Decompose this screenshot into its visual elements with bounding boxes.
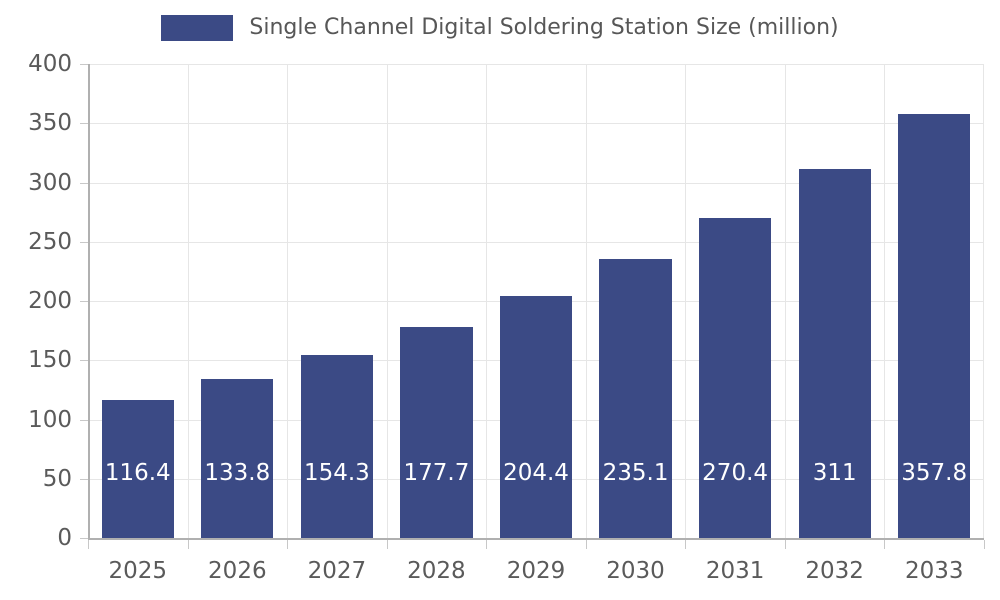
bar[interactable]: 357.8 [898,114,971,538]
bar[interactable]: 311 [798,169,871,538]
bar[interactable]: 133.8 [201,379,274,538]
x-tick-label: 2025 [108,558,168,584]
bar-value-label: 311 [812,460,857,486]
chart-legend: Single Channel Digital Soldering Station… [0,0,1000,56]
x-tick-mark [386,540,388,549]
y-tick-mark [80,123,88,125]
gridline-vertical [784,64,786,538]
x-tick-mark [486,540,488,549]
x-tick-mark [984,540,985,549]
y-tick-mark [80,182,88,184]
y-tick-mark [80,64,88,65]
x-axis-spine [88,538,984,540]
x-tick-label: 2030 [606,558,665,584]
x-tick-label: 2026 [208,558,267,584]
y-tick-label: 0 [57,525,72,551]
bar[interactable]: 116.4 [101,400,174,538]
x-tick-mark [884,540,886,549]
y-tick-mark [80,241,88,243]
gridline-horizontal [88,64,984,65]
x-tick-label: 2028 [407,558,466,584]
bar-value-label: 235.1 [602,460,669,486]
bar-value-label: 177.7 [403,460,470,486]
x-tick-mark [685,540,687,549]
x-tick-mark [88,540,89,549]
bar-value-label: 204.4 [503,460,569,486]
gridline-vertical [884,64,886,538]
bar[interactable]: 204.4 [499,295,573,538]
legend-item-label: Single Channel Digital Soldering Station… [249,15,839,40]
x-tick-mark [187,540,189,549]
legend-item[interactable]: Single Channel Digital Soldering Station… [161,15,839,41]
y-tick-label: 250 [28,228,72,255]
y-tick-label: 100 [28,406,72,433]
x-tick-label: 2033 [904,558,964,584]
y-tick-mark [80,419,88,421]
bar-value-label: 154.3 [303,460,370,486]
x-tick-mark [585,540,587,549]
y-axis-spine [88,64,90,538]
x-tick-mark [287,540,289,549]
y-tick-label: 200 [28,288,72,314]
bar[interactable]: 235.1 [599,259,672,538]
legend-color-swatch [161,15,234,41]
y-tick-mark [80,478,88,480]
bar-value-label: 270.4 [702,460,769,486]
bar-value-label: 133.8 [204,460,271,486]
plot-area: 116.4 133.8 154.3 177.7 204.4 235.1 270.4 311 35… [88,64,984,539]
x-tick-mark [784,540,786,549]
bar[interactable]: 270.4 [699,217,772,538]
bar[interactable]: 177.7 [400,327,473,538]
y-tick-label: 150 [28,347,72,374]
gridline-vertical [983,64,984,538]
x-tick-label: 2029 [506,558,566,584]
x-tick-label: 2027 [307,558,367,584]
gridline-vertical [486,64,488,538]
gridline-vertical [386,64,388,538]
gridline-vertical [187,64,189,538]
gridline-vertical [685,64,687,538]
x-tick-label: 2032 [805,558,864,584]
bar[interactable]: 154.3 [300,355,373,538]
y-tick-mark [80,538,88,539]
gridline-horizontal [88,123,984,125]
y-tick-label: 400 [28,51,72,77]
gridline-vertical [585,64,587,538]
gridline-vertical [287,64,289,538]
x-tick-label: 2031 [705,558,765,584]
y-tick-label: 300 [28,169,72,196]
bar-value-label: 357.8 [901,460,968,486]
bar-value-label: 116.4 [104,460,171,486]
y-tick-mark [80,301,88,302]
y-tick-label: 50 [42,465,72,492]
y-tick-mark [80,360,88,362]
y-tick-label: 350 [28,110,72,137]
